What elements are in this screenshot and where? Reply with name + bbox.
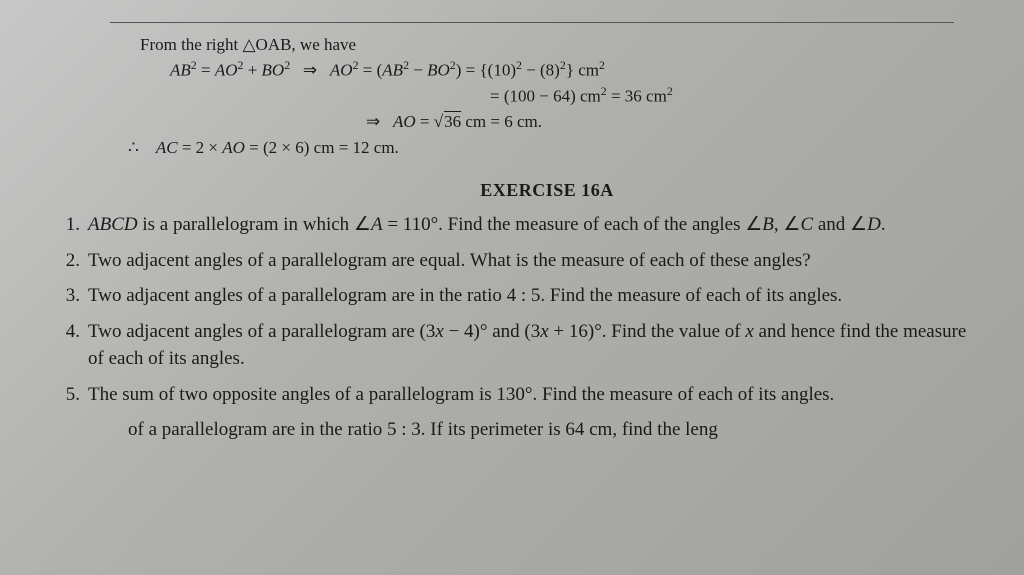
question-number: 5. bbox=[50, 381, 80, 409]
question-text: Two adjacent angles of a parallelogram a… bbox=[88, 282, 984, 310]
question-number: 1. bbox=[50, 211, 80, 239]
question-text: The sum of two opposite angles of a para… bbox=[88, 381, 984, 409]
question-number: 3. bbox=[50, 282, 80, 310]
question-number: 4. bbox=[50, 318, 80, 373]
question-item: 4.Two adjacent angles of a parallelogram… bbox=[50, 318, 984, 373]
questions-list: 1.ABCD is a parallelogram in which ∠A = … bbox=[110, 211, 984, 408]
math-line-2: = (100 − 64) cm2 = 36 cm2 bbox=[490, 83, 984, 109]
math-line-1: AB2 = AO2 + BO2 ⇒ AO2 = (AB2 − BO2) = {(… bbox=[170, 57, 984, 83]
question-text: Two adjacent angles of a parallelogram a… bbox=[88, 247, 984, 275]
question-text: ABCD is a parallelogram in which ∠A = 11… bbox=[88, 211, 984, 239]
question-item: 5. The sum of two opposite angles of a pa… bbox=[50, 381, 984, 409]
question-number: 2. bbox=[50, 247, 80, 275]
partial-bottom-line: of a parallelogram are in the ratio 5 : … bbox=[90, 416, 984, 444]
question-item: 1. ABCD is a parallelogram in which ∠A = … bbox=[50, 211, 984, 239]
intro-text: From the right △OAB, we have bbox=[140, 33, 984, 57]
exercise-title: EXERCISE 16A bbox=[110, 180, 984, 201]
question-item: 3. Two adjacent angles of a parallelogram… bbox=[50, 282, 984, 310]
question-item: 2. Two adjacent angles of a parallelogram… bbox=[50, 247, 984, 275]
divider-line bbox=[110, 22, 954, 23]
math-line-3: ⇒ AO = 36 cm = 6 cm. bbox=[366, 109, 984, 135]
math-line-4: ∴ AC = 2 × AO = (2 × 6) cm = 12 cm. bbox=[128, 135, 984, 161]
question-text: Two adjacent angles of a parallelogram a… bbox=[88, 318, 984, 373]
